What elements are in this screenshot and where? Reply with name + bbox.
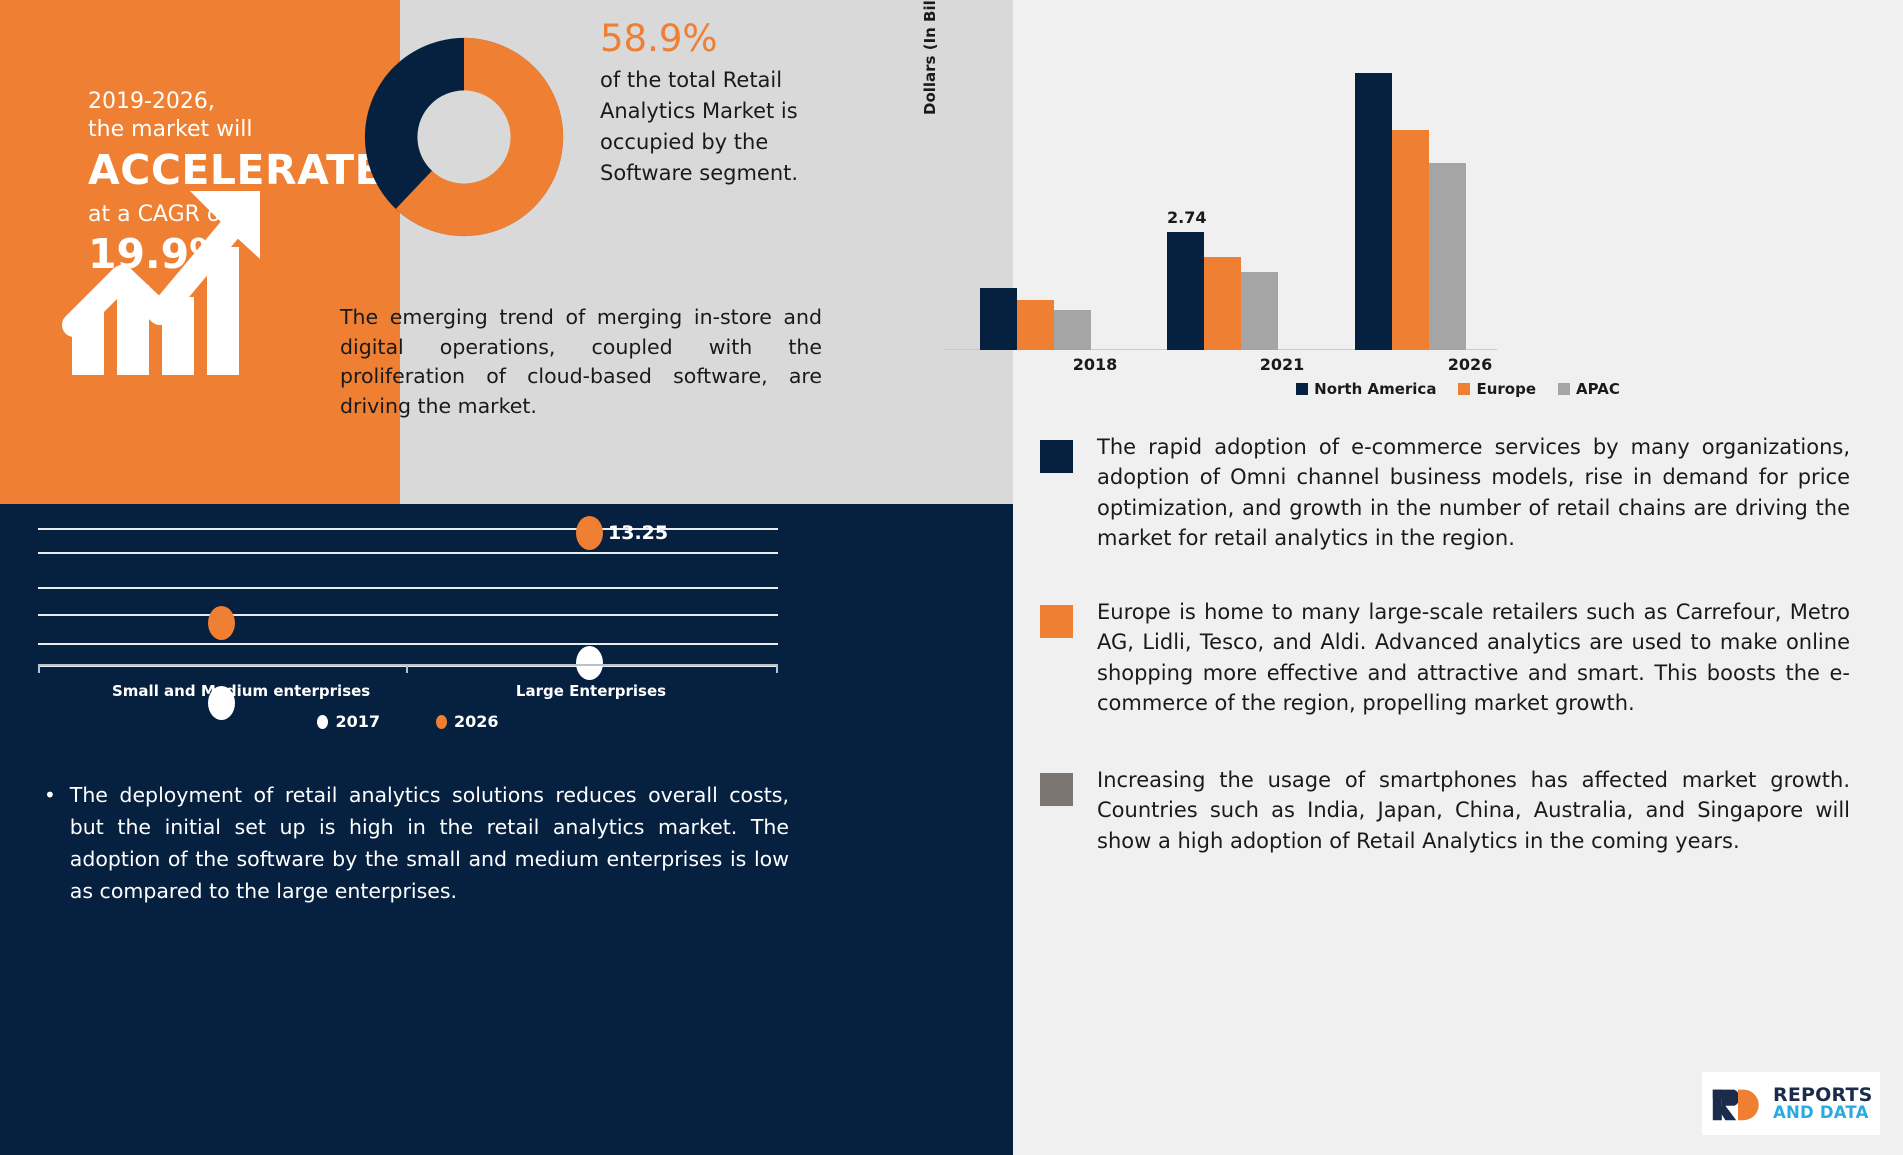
cagr-text-block: 2019-2026, the market will ACCELERATE at… xyxy=(88,88,388,280)
enterprise-bullet: • The deployment of retail analytics sol… xyxy=(44,780,789,908)
legend-label-apac: APAC xyxy=(1576,380,1620,398)
bar-2021-north-america xyxy=(1167,232,1204,350)
dot-2017-small-medium-enterprises xyxy=(208,686,235,720)
bar-2018-europe xyxy=(1017,300,1054,350)
enterprise-panel xyxy=(0,504,1013,1155)
cagr-subtitle: the market will xyxy=(88,116,253,142)
note-swatch-europe xyxy=(1040,605,1073,638)
share-text-block: 58.9% of the total Retail Analytics Mark… xyxy=(600,17,830,190)
dot-legend-label-2026: 2026 xyxy=(454,712,499,731)
dot-chart-legend: 2017 2026 xyxy=(38,712,778,731)
dot-2017-large-enterprises xyxy=(576,646,603,680)
dot-legend-item-2017[interactable]: 2017 xyxy=(317,712,380,731)
logo-line-1: REPORTS xyxy=(1773,1083,1873,1106)
dot-gridline-6 xyxy=(38,665,778,667)
bar-chart-plot: 2.74 xyxy=(945,60,1497,350)
note-text-apac: Increasing the usage of smartphones has … xyxy=(1097,768,1850,853)
bar-2021-europe xyxy=(1204,257,1241,350)
bar-chart-legend: North America Europe APAC xyxy=(1013,380,1903,398)
bar-2026-europe xyxy=(1392,130,1429,350)
dot-value-label-13-25: 13.25 xyxy=(608,522,669,544)
dot-gridline-1 xyxy=(38,528,778,530)
cagr-period: 2019-2026, xyxy=(88,89,215,114)
bar-group-2018 xyxy=(980,288,1091,350)
bullet-marker-icon: • xyxy=(44,783,56,807)
dot-2026-large-enterprises xyxy=(576,516,603,550)
legend-item-north-america[interactable]: North America xyxy=(1296,380,1436,398)
bar-chart-y-axis-title: Dollars (In Billion) xyxy=(921,0,939,115)
growth-arrow-bar-icon xyxy=(62,191,260,375)
bar-x-tick-2026: 2026 xyxy=(1447,355,1493,374)
note-text-europe: Europe is home to many large-scale retai… xyxy=(1097,600,1850,716)
dot-legend-label-2017: 2017 xyxy=(335,712,380,731)
cagr-headline: ACCELERATE xyxy=(88,146,384,195)
dot-gridline-4 xyxy=(38,614,778,616)
dot-axis-tick-right xyxy=(776,664,778,673)
dot-category-label-sme: Small and Medium enterprises xyxy=(112,682,371,700)
legend-item-apac[interactable]: APAC xyxy=(1558,380,1620,398)
dot-gridline-3 xyxy=(38,587,778,589)
bar-2026-apac xyxy=(1429,163,1466,350)
enterprise-bullet-text: The deployment of retail analytics solut… xyxy=(69,783,789,903)
note-swatch-north-america xyxy=(1040,440,1073,473)
dot-gridline-5 xyxy=(38,643,778,645)
dot-legend-swatch-2017 xyxy=(317,714,329,729)
dot-legend-swatch-2026 xyxy=(436,714,447,729)
bar-x-tick-2018: 2018 xyxy=(1072,355,1118,374)
dot-legend-item-2026[interactable]: 2026 xyxy=(436,712,499,731)
note-north-america: The rapid adoption of e-commerce service… xyxy=(1040,432,1850,554)
share-description: of the total Retail Analytics Market is … xyxy=(600,67,799,186)
bar-2026-north-america xyxy=(1355,73,1392,350)
legend-label-north-america: North America xyxy=(1314,380,1437,398)
dot-gridline-2 xyxy=(38,552,778,554)
dot-chart-axis xyxy=(38,664,778,666)
legend-swatch-europe xyxy=(1458,383,1471,395)
cagr-caption: at a CAGR of xyxy=(88,202,229,228)
dot-axis-tick-left xyxy=(38,664,40,673)
share-paragraph: The emerging trend of merging in-store a… xyxy=(340,305,822,419)
bar-group-2021 xyxy=(1167,232,1278,350)
dot-axis-tick-middle xyxy=(406,664,408,673)
reports-and-data-logo[interactable]: REPORTS AND DATA xyxy=(1702,1072,1880,1135)
bar-2018-apac xyxy=(1054,310,1091,350)
share-percent: 58.9% xyxy=(600,17,718,60)
legend-swatch-apac xyxy=(1558,383,1570,395)
note-europe: Europe is home to many large-scale retai… xyxy=(1040,597,1850,719)
segment-donut-chart xyxy=(355,28,573,246)
logo-wordmark: REPORTS AND DATA xyxy=(1773,1083,1873,1122)
note-text-north-america: The rapid adoption of e-commerce service… xyxy=(1097,435,1850,551)
bar-2018-north-america xyxy=(980,288,1017,350)
bar-x-tick-2021: 2021 xyxy=(1259,355,1305,374)
donut-svg xyxy=(364,37,564,237)
note-swatch-apac xyxy=(1040,773,1073,806)
bar-group-2026 xyxy=(1355,73,1466,350)
dot-category-label-large: Large Enterprises xyxy=(515,682,667,700)
dot-2026-small-medium-enterprises xyxy=(208,606,235,640)
rd-monogram-icon xyxy=(1712,1089,1759,1120)
legend-swatch-north-america xyxy=(1296,383,1309,395)
logo-line-2: AND DATA xyxy=(1773,1102,1869,1122)
legend-item-europe[interactable]: Europe xyxy=(1458,380,1536,398)
note-apac: Increasing the usage of smartphones has … xyxy=(1040,765,1850,856)
bar-value-label-2021-north-america: 2.74 xyxy=(1167,208,1207,227)
enterprise-dot-chart: 13.25 xyxy=(38,516,778,758)
bar-2021-apac xyxy=(1241,272,1278,350)
legend-label-europe: Europe xyxy=(1476,380,1536,398)
